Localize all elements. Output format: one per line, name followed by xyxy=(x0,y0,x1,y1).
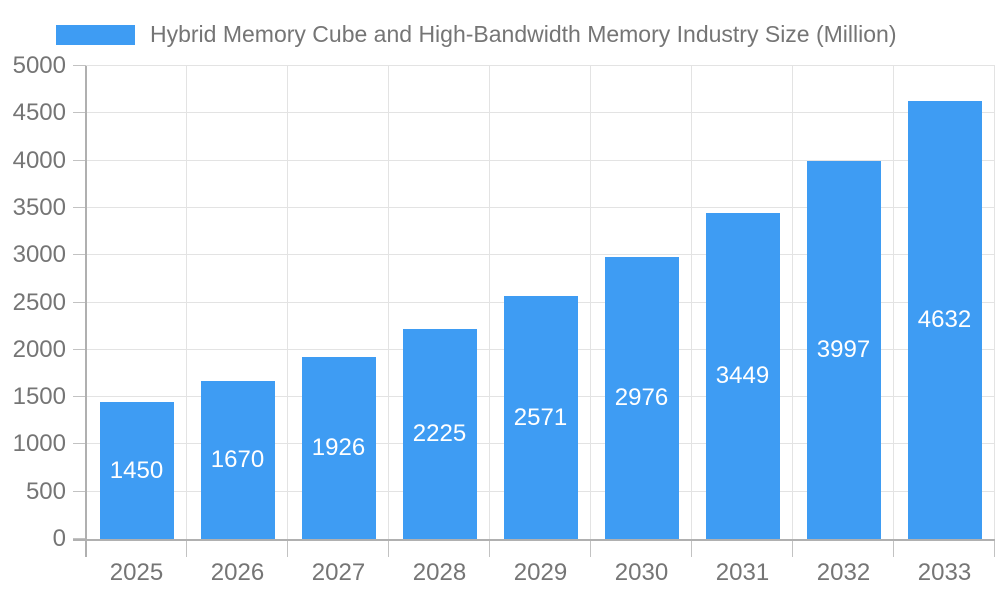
gridline-vertical xyxy=(792,66,793,539)
gridline-vertical xyxy=(287,66,288,539)
bar-value-label: 2571 xyxy=(513,403,568,431)
legend-label: Hybrid Memory Cube and High-Bandwidth Me… xyxy=(150,21,897,47)
y-tick-label: 500 xyxy=(25,477,66,505)
x-tick-label: 2026 xyxy=(210,559,265,586)
x-axis-tick xyxy=(691,539,692,557)
x-axis-tick xyxy=(893,539,894,557)
bar-value-label: 1450 xyxy=(109,456,164,484)
x-tick-label: 2033 xyxy=(917,559,972,586)
bar[interactable] xyxy=(503,296,578,539)
x-tick-label: 2032 xyxy=(816,559,871,586)
bar[interactable] xyxy=(907,101,982,539)
bar[interactable] xyxy=(806,161,881,539)
bar[interactable] xyxy=(301,357,376,539)
y-tick-label: 3500 xyxy=(12,193,66,221)
bar[interactable] xyxy=(200,381,275,539)
x-axis-tick xyxy=(590,539,591,557)
y-tick-label: 3000 xyxy=(12,241,66,269)
bar-value-label: 4632 xyxy=(917,306,972,333)
y-tick-label: 1500 xyxy=(12,383,66,411)
y-axis-tick xyxy=(73,443,86,445)
gridline-vertical xyxy=(893,66,894,539)
y-axis-tick xyxy=(73,348,86,350)
y-axis-tick xyxy=(73,538,86,539)
y-axis-line xyxy=(85,66,87,557)
gridline-vertical xyxy=(388,66,389,539)
bar[interactable] xyxy=(705,213,780,539)
y-axis-tick xyxy=(73,206,86,208)
x-axis-tick xyxy=(388,539,389,557)
y-axis-tick xyxy=(73,159,86,161)
y-tick-label: 4500 xyxy=(12,99,66,127)
x-tick-label: 2027 xyxy=(311,559,366,586)
bar[interactable] xyxy=(99,402,174,539)
y-tick-label: 2000 xyxy=(12,335,66,363)
y-axis-tick xyxy=(73,112,86,114)
x-tick-label: 2025 xyxy=(109,559,164,586)
x-axis-tick xyxy=(489,539,490,557)
x-axis-tick xyxy=(186,539,187,557)
bar-value-label: 1926 xyxy=(311,434,366,461)
gridline-vertical xyxy=(691,66,692,539)
x-tick-label: 2030 xyxy=(614,559,669,586)
gridline-vertical xyxy=(489,66,490,539)
bar[interactable] xyxy=(604,257,679,539)
y-axis-tick xyxy=(73,490,86,492)
bar[interactable] xyxy=(402,329,477,539)
bar-value-label: 2976 xyxy=(614,384,669,411)
y-tick-label: 0 xyxy=(52,525,66,552)
x-axis-tick xyxy=(287,539,288,557)
bar-value-label: 3997 xyxy=(816,336,871,363)
y-axis-tick xyxy=(73,65,86,66)
gridline-vertical xyxy=(590,66,591,539)
gridline-vertical xyxy=(186,66,187,539)
y-tick-label: 2500 xyxy=(12,288,66,316)
x-axis-tick xyxy=(792,539,793,557)
gridline-vertical xyxy=(994,66,995,539)
y-tick-label: 1000 xyxy=(12,430,66,458)
legend[interactable]: Hybrid Memory Cube and High-Bandwidth Me… xyxy=(56,21,897,48)
x-axis-line xyxy=(73,539,995,541)
x-tick-label: 2029 xyxy=(513,559,568,586)
gridline-horizontal xyxy=(86,65,995,66)
y-axis-tick xyxy=(73,396,86,398)
bar-value-label: 3449 xyxy=(715,362,770,389)
legend-swatch xyxy=(56,24,135,45)
y-axis-tick xyxy=(73,301,86,303)
y-tick-label: 5000 xyxy=(12,52,66,79)
gridline-horizontal xyxy=(86,206,995,208)
y-axis-tick xyxy=(73,254,86,256)
gridline-horizontal xyxy=(86,254,995,256)
gridline-horizontal xyxy=(86,112,995,114)
x-axis-tick xyxy=(994,539,995,557)
x-tick-label: 2028 xyxy=(412,559,467,586)
gridline-horizontal xyxy=(86,159,995,161)
bar-value-label: 2225 xyxy=(412,420,467,447)
x-tick-label: 2031 xyxy=(715,559,770,586)
bar-value-label: 1670 xyxy=(210,446,265,473)
y-tick-label: 4000 xyxy=(12,146,66,174)
